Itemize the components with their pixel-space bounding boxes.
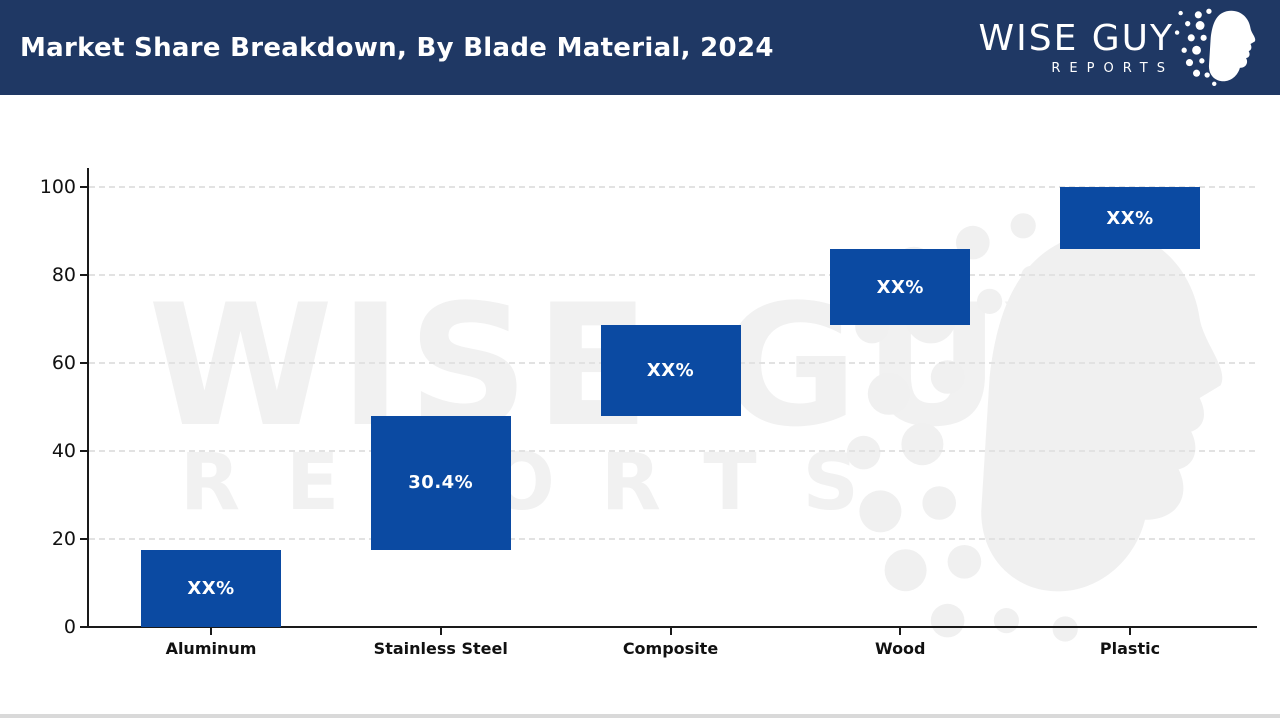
wiseguy-face-icon xyxy=(1174,8,1256,86)
y-tick-label-100: 100 xyxy=(39,176,76,198)
x-category-label-aluminum: Aluminum xyxy=(165,639,257,658)
gridline-20 xyxy=(89,538,1255,540)
logo-wiseguy-text: WISE GUY xyxy=(978,17,1174,59)
x-category-label-plastic: Plastic xyxy=(1099,639,1161,658)
page-title: Market Share Breakdown, By Blade Materia… xyxy=(20,32,774,63)
x-tick-mark-2 xyxy=(439,628,442,635)
y-tick-mark-80 xyxy=(80,274,87,276)
bar-wood: XX% xyxy=(830,249,971,326)
y-tick-mark-20 xyxy=(80,538,87,540)
bar-value-label: XX% xyxy=(876,276,924,298)
gridline-80 xyxy=(89,274,1255,276)
y-axis-line xyxy=(87,168,89,628)
x-category-label-stainless-steel: Stainless Steel xyxy=(373,639,508,658)
y-tick-mark-60 xyxy=(80,362,87,364)
y-tick-label-80: 80 xyxy=(51,264,76,286)
y-tick-mark-40 xyxy=(80,450,87,452)
bar-value-label: XX% xyxy=(1106,207,1154,229)
x-tick-mark-3 xyxy=(669,628,672,635)
x-tick-mark-5 xyxy=(1129,628,1131,635)
bar-stainless-steel: 30.4% xyxy=(370,415,511,550)
header-bar: Market Share Breakdown, By Blade Materia… xyxy=(0,0,1280,95)
x-tick-mark-4 xyxy=(899,628,902,635)
bar-value-label: XX% xyxy=(646,359,695,381)
y-tick-label-20: 20 xyxy=(51,528,76,550)
bar-value-label: XX% xyxy=(187,577,235,599)
x-category-label-wood: Wood xyxy=(874,639,926,658)
y-tick-label-40: 40 xyxy=(51,440,76,462)
wiseguy-logo: WISE GUY REPORTS xyxy=(979,6,1263,90)
bar-composite: XX% xyxy=(600,325,741,416)
x-axis-line xyxy=(87,626,1257,628)
x-tick-mark-1 xyxy=(210,628,212,635)
y-tick-label-0: 0 xyxy=(63,616,76,638)
bar-value-label: 30.4% xyxy=(408,472,474,494)
footer-divider xyxy=(0,714,1280,718)
logo-reports-text: REPORTS xyxy=(1051,60,1174,76)
y-tick-mark-0 xyxy=(80,626,87,628)
x-category-label-composite: Composite xyxy=(622,639,719,658)
bar-plastic: XX% xyxy=(1060,187,1200,250)
gridline-100 xyxy=(89,186,1255,188)
y-tick-label-60: 60 xyxy=(51,352,76,374)
gridline-40 xyxy=(89,450,1255,452)
bar-aluminum: XX% xyxy=(141,549,281,627)
y-tick-mark-100 xyxy=(80,186,87,188)
